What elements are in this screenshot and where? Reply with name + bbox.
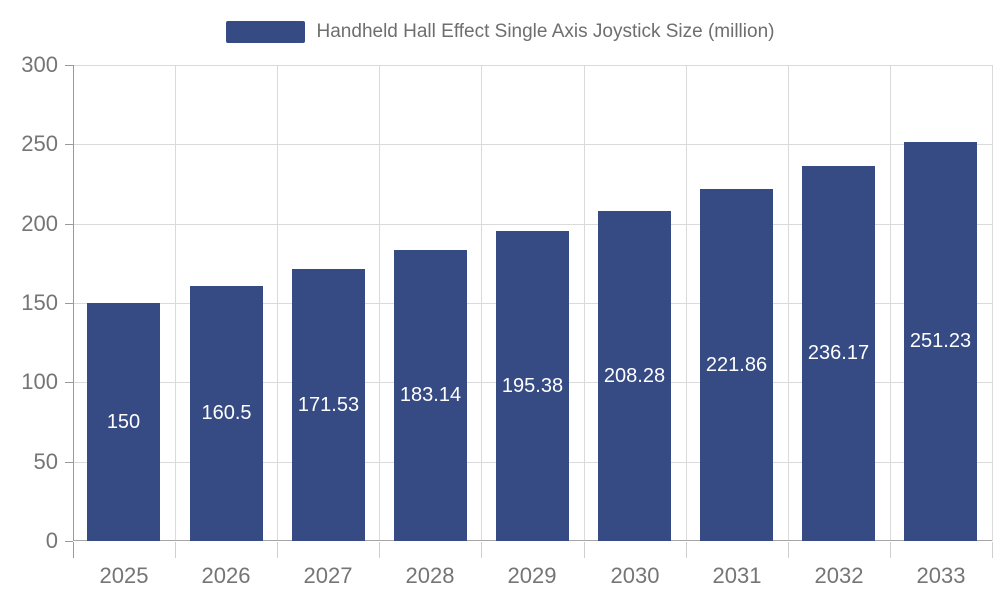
x-tick-label: 2029 [507, 563, 557, 588]
y-tick-label: 50 [33, 449, 58, 474]
legend-swatch [225, 21, 305, 43]
bar[interactable]: 195.38 [496, 231, 569, 541]
x-tick-mark [788, 542, 789, 558]
bar[interactable]: 150 [87, 303, 160, 541]
x-gridline [481, 65, 482, 541]
bar[interactable]: 251.23 [904, 142, 977, 541]
x-gridline [686, 65, 687, 541]
bar-value-label: 150 [106, 410, 141, 433]
x-gridline [992, 65, 993, 541]
x-tick-mark [73, 542, 74, 558]
x-gridline [379, 65, 380, 541]
bar-value-label: 195.38 [501, 374, 564, 397]
x-tick-label: 2026 [201, 563, 251, 588]
bar-value-label: 171.53 [297, 393, 360, 416]
x-tick-mark [686, 542, 687, 558]
y-tick-mark [65, 224, 73, 225]
y-tick-label: 250 [21, 131, 58, 156]
bar[interactable]: 221.86 [700, 189, 773, 541]
bar[interactable]: 208.28 [598, 211, 671, 541]
x-tick-label: 2031 [712, 563, 762, 588]
bar-value-label: 236.17 [807, 342, 870, 364]
x-tick-label: 2025 [99, 563, 149, 588]
y-tick-mark [65, 144, 73, 145]
x-tick-label: 2030 [610, 563, 660, 588]
y-gridline [74, 144, 992, 145]
bar-value-label: 160.5 [201, 402, 252, 424]
legend[interactable]: Handheld Hall Effect Single Axis Joystic… [0, 16, 1000, 48]
y-tick-label: 300 [21, 52, 58, 77]
x-tick-label: 2033 [916, 563, 966, 588]
x-tick-mark [584, 542, 585, 558]
x-tick-label: 2027 [303, 563, 353, 588]
x-tick-mark [379, 542, 380, 558]
x-tick-mark [890, 542, 891, 558]
y-tick-mark [65, 65, 73, 66]
legend-label: Handheld Hall Effect Single Axis Joystic… [316, 21, 775, 42]
x-tick-mark [992, 542, 993, 558]
y-gridline [74, 65, 992, 66]
y-tick-mark [65, 462, 73, 463]
x-gridline [277, 65, 278, 541]
bar[interactable]: 183.14 [394, 250, 467, 541]
x-gridline [584, 65, 585, 541]
y-tick-mark [65, 541, 73, 542]
y-tick-mark [65, 303, 73, 304]
x-tick-label: 2032 [814, 563, 864, 588]
x-gridline [788, 65, 789, 541]
x-gridline [890, 65, 891, 541]
bar[interactable]: 160.5 [190, 286, 263, 541]
bar-value-label: 221.86 [705, 353, 768, 376]
y-gridline [74, 224, 992, 225]
x-tick-mark [175, 542, 176, 558]
x-tick-mark [481, 542, 482, 558]
bar-value-label: 251.23 [909, 330, 972, 352]
x-tick-label: 2028 [405, 563, 455, 588]
bar-value-label: 208.28 [603, 364, 666, 387]
y-tick-label: 150 [21, 290, 58, 315]
x-tick-mark [277, 542, 278, 558]
y-tick-mark [65, 382, 73, 383]
y-tick-label: 200 [21, 211, 58, 236]
bar[interactable]: 236.17 [802, 166, 875, 541]
y-tick-label: 100 [21, 369, 58, 394]
bar-value-label: 183.14 [399, 384, 462, 406]
y-tick-label: 0 [45, 528, 58, 553]
bar[interactable]: 171.53 [292, 269, 365, 541]
x-gridline [175, 65, 176, 541]
